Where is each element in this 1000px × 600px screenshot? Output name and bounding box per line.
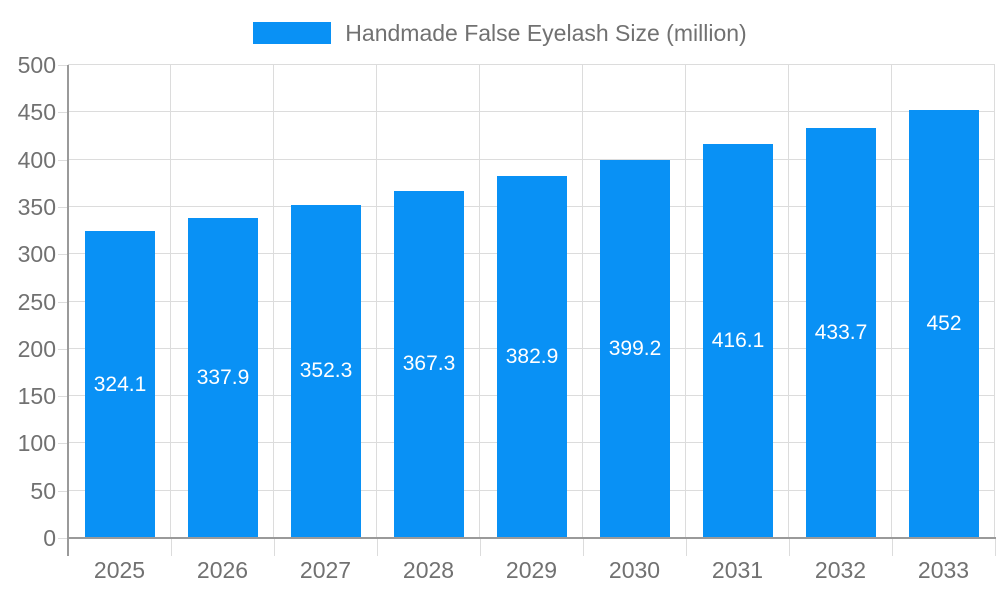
- legend-item[interactable]: Handmade False Eyelash Size (million): [253, 20, 747, 46]
- x-tick-mark: [686, 539, 687, 556]
- x-tick-mark: [377, 539, 378, 556]
- bar-value-label: 337.9: [196, 366, 250, 390]
- y-tick-mark: [58, 443, 67, 445]
- y-tick-label: 400: [17, 146, 56, 173]
- x-tick-label: 2028: [402, 557, 455, 583]
- x-axis-tick-labels: 2025 2026 2027 2028 2029 2030 2031 2032 2033: [68, 556, 995, 586]
- bar: 367.3: [394, 190, 464, 538]
- y-tick-label: 300: [17, 241, 56, 268]
- y-tick-label: 350: [17, 193, 56, 220]
- gridline-vertical: [994, 65, 995, 538]
- x-tick-label: 2033: [917, 557, 970, 583]
- y-tick-mark: [58, 206, 67, 208]
- bar: 416.1: [703, 144, 773, 538]
- x-tick-label: 2030: [608, 557, 661, 583]
- gridline-vertical: [582, 65, 583, 538]
- x-tick-label: 2031: [711, 557, 764, 583]
- gridline-vertical: [376, 65, 377, 538]
- x-tick-mark: [67, 539, 69, 556]
- x-tick-mark: [480, 539, 481, 556]
- bar-value-label: 416.1: [711, 329, 765, 353]
- bar-value-label: 367.3: [402, 352, 456, 376]
- gridline-horizontal: [68, 111, 995, 113]
- y-tick-mark: [58, 112, 67, 114]
- x-axis-line: [67, 537, 996, 539]
- bar-value-label: 324.1: [93, 372, 147, 396]
- y-tick-label: 0: [43, 525, 56, 551]
- x-tick-mark: [789, 539, 790, 556]
- legend: Handmade False Eyelash Size (million): [0, 20, 1000, 46]
- y-tick-label: 500: [17, 52, 56, 78]
- y-tick-mark: [58, 254, 67, 256]
- x-tick-label: 2026: [196, 557, 249, 583]
- y-tick-mark: [58, 490, 67, 492]
- bar-value-label: 382.9: [505, 344, 559, 368]
- y-tick-label: 50: [30, 477, 56, 504]
- legend-swatch: [253, 22, 332, 44]
- bar-value-label: 352.3: [299, 359, 353, 383]
- bar: 352.3: [291, 204, 361, 538]
- y-tick-mark: [58, 538, 67, 539]
- bar: 337.9: [188, 218, 258, 538]
- x-tick-label: 2029: [505, 557, 558, 583]
- y-tick-mark: [58, 396, 67, 398]
- y-axis-tick-labels: 0 50 100 150 200 250 300 350 400 450 500: [0, 52, 56, 551]
- bar: 399.2: [600, 160, 670, 538]
- gridline-vertical: [170, 65, 171, 538]
- y-tick-label: 100: [17, 430, 56, 457]
- x-tick-label: 2032: [814, 557, 867, 583]
- y-axis-line: [67, 65, 69, 538]
- gridline-horizontal: [68, 64, 995, 65]
- bar: 382.9: [497, 175, 567, 538]
- gridline-vertical: [273, 65, 274, 538]
- x-tick-mark: [171, 539, 172, 556]
- bar-value-label: 433.7: [814, 320, 868, 344]
- y-tick-label: 150: [17, 383, 56, 410]
- bar: 324.1: [85, 231, 155, 538]
- gridline-vertical: [891, 65, 892, 538]
- bar: 452: [909, 110, 979, 538]
- y-tick-label: 250: [17, 288, 56, 315]
- gridline-horizontal: [68, 158, 995, 160]
- y-tick-label: 450: [17, 99, 56, 126]
- gridline-vertical: [479, 65, 480, 538]
- x-tick-mark: [995, 539, 996, 556]
- x-tick-label: 2025: [93, 557, 146, 583]
- x-tick-mark: [583, 539, 584, 556]
- bar: 433.7: [806, 127, 876, 538]
- y-tick-mark: [58, 348, 67, 350]
- bar-value-label: 452: [926, 312, 962, 336]
- gridline-vertical: [685, 65, 686, 538]
- y-tick-mark: [58, 301, 67, 303]
- plot-area: 324.1 337.9 352.3 367.3 382.9 399.2 416.1 433.7…: [68, 64, 995, 538]
- y-tick-label: 200: [17, 335, 56, 362]
- y-tick-mark: [58, 159, 67, 161]
- x-tick-mark: [274, 539, 275, 556]
- gridline-vertical: [788, 65, 789, 538]
- bar-value-label: 399.2: [608, 337, 662, 361]
- x-tick-mark: [892, 539, 893, 556]
- legend-label: Handmade False Eyelash Size (million): [345, 20, 747, 46]
- x-tick-label: 2027: [299, 557, 352, 583]
- y-tick-mark: [58, 65, 67, 66]
